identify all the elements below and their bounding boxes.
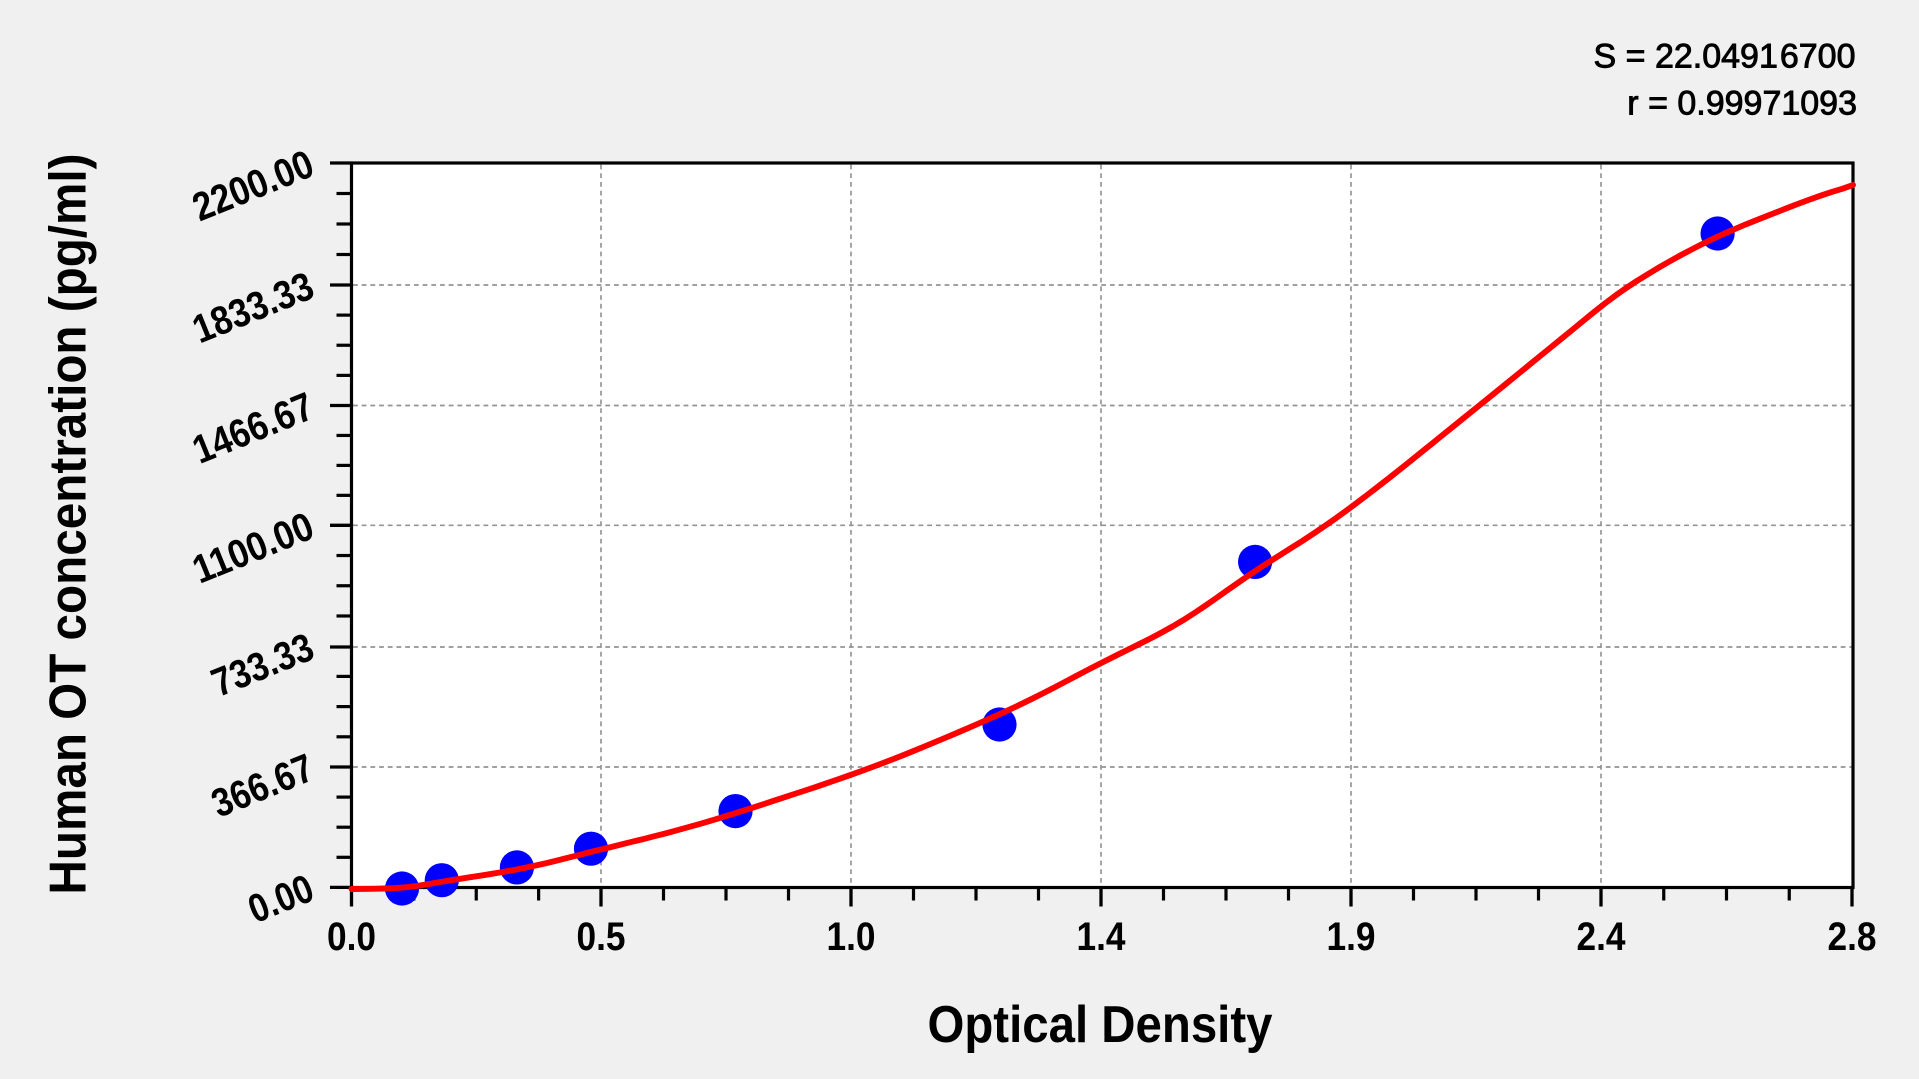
svg-text:Optical Density: Optical Density <box>928 996 1273 1054</box>
svg-text:1.4: 1.4 <box>1077 915 1127 959</box>
svg-text:Human OT concentration (pg/ml): Human OT concentration (pg/ml) <box>39 154 97 895</box>
svg-text:1.0: 1.0 <box>827 915 876 959</box>
svg-text:0.0: 0.0 <box>327 915 376 959</box>
svg-text:2.4: 2.4 <box>1577 915 1627 959</box>
svg-text:0.5: 0.5 <box>577 915 626 959</box>
svg-text:1.9: 1.9 <box>1327 915 1376 959</box>
svg-text:2.8: 2.8 <box>1828 915 1877 959</box>
svg-text:S = 22.04916700: S = 22.04916700 <box>1594 38 1856 76</box>
svg-text:r = 0.99971093: r = 0.99971093 <box>1627 85 1857 123</box>
